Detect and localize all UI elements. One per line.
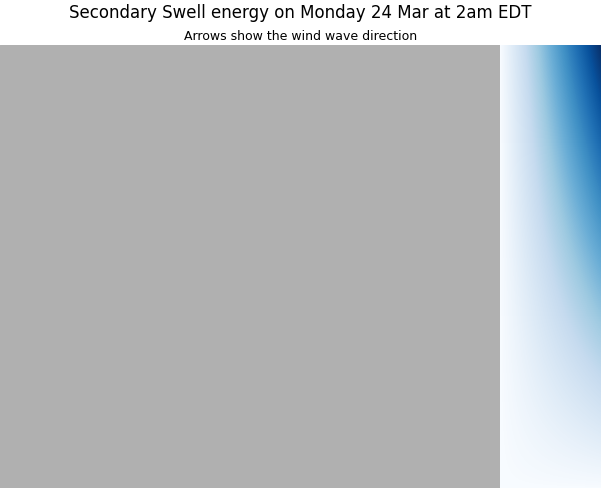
Text: Secondary Swell energy on Monday 24 Mar at 2am EDT: Secondary Swell energy on Monday 24 Mar …	[69, 4, 532, 22]
Bar	[0, 46, 520, 488]
Text: Arrows show the wind wave direction: Arrows show the wind wave direction	[184, 30, 417, 42]
